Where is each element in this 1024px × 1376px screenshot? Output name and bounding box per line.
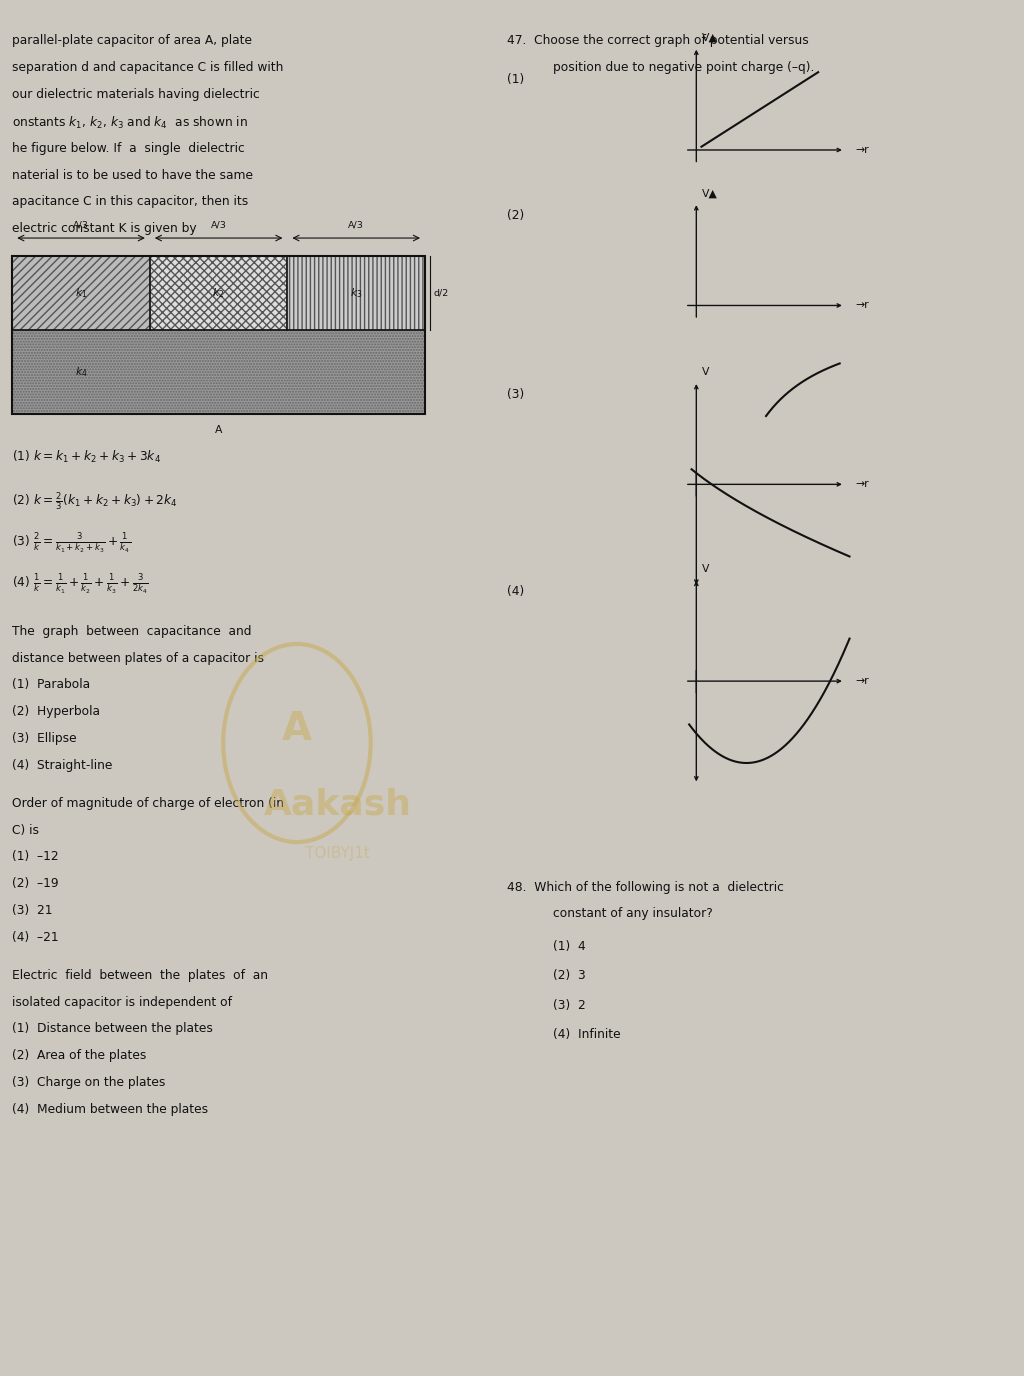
- Text: separation d and capacitance C is filled with: separation d and capacitance C is filled…: [12, 61, 284, 74]
- Text: →r: →r: [855, 300, 868, 311]
- Text: (4)  –21: (4) –21: [12, 930, 59, 944]
- Text: $k_2$: $k_2$: [212, 286, 225, 300]
- Text: $k_1$: $k_1$: [75, 286, 87, 300]
- Text: →r: →r: [855, 479, 868, 490]
- Text: (1) $k = k_1 + k_2 + k_3 + 3k_4$: (1) $k = k_1 + k_2 + k_3 + 3k_4$: [12, 449, 162, 465]
- Text: (3): (3): [507, 388, 524, 400]
- Text: A/3: A/3: [348, 220, 365, 230]
- Text: (3) $\frac{2}{k} = \frac{3}{k_1+k_2+k_3} + \frac{1}{k_4}$: (3) $\frac{2}{k} = \frac{3}{k_1+k_2+k_3}…: [12, 531, 131, 555]
- Polygon shape: [288, 256, 425, 330]
- Text: distance between plates of a capacitor is: distance between plates of a capacitor i…: [12, 651, 264, 665]
- Text: Aakash: Aakash: [264, 788, 412, 821]
- Text: TOIBYJ1t: TOIBYJ1t: [305, 846, 371, 860]
- Text: (4)  Straight-line: (4) Straight-line: [12, 758, 113, 772]
- Text: V: V: [701, 564, 709, 574]
- Text: (2): (2): [507, 209, 524, 222]
- Text: $k_3$: $k_3$: [350, 286, 362, 300]
- Text: (2)  –19: (2) –19: [12, 878, 59, 890]
- Text: naterial is to be used to have the same: naterial is to be used to have the same: [12, 168, 253, 182]
- Text: V: V: [701, 367, 709, 377]
- Text: A: A: [282, 710, 312, 749]
- Text: he figure below. If  a  single  dielectric: he figure below. If a single dielectric: [12, 142, 245, 154]
- Text: (2)  3: (2) 3: [553, 969, 586, 982]
- Text: Electric  field  between  the  plates  of  an: Electric field between the plates of an: [12, 969, 268, 981]
- Text: (1)  4: (1) 4: [553, 940, 586, 952]
- Text: The  graph  between  capacitance  and: The graph between capacitance and: [12, 625, 252, 637]
- Text: (4)  Medium between the plates: (4) Medium between the plates: [12, 1104, 209, 1116]
- Polygon shape: [150, 256, 288, 330]
- Text: (1): (1): [507, 73, 524, 85]
- Text: →r: →r: [855, 144, 868, 155]
- Text: 47.  Choose the correct graph of potential versus: 47. Choose the correct graph of potentia…: [507, 34, 809, 47]
- Text: (4) $\frac{1}{k} = \frac{1}{k_1} + \frac{1}{k_2} + \frac{1}{k_3} + \frac{3}{2k_4: (4) $\frac{1}{k} = \frac{1}{k_1} + \frac…: [12, 572, 148, 596]
- Text: A/3: A/3: [211, 220, 226, 230]
- Text: (1)  Parabola: (1) Parabola: [12, 678, 90, 691]
- Text: position due to negative point charge (–q).: position due to negative point charge (–…: [553, 61, 814, 74]
- Text: onstants $k_1$, $k_2$, $k_3$ and $k_4$  as shown in: onstants $k_1$, $k_2$, $k_3$ and $k_4$ a…: [12, 116, 248, 131]
- Text: (4): (4): [507, 585, 524, 597]
- Text: parallel-plate capacitor of area A, plate: parallel-plate capacitor of area A, plat…: [12, 34, 252, 47]
- Text: (3)  Ellipse: (3) Ellipse: [12, 732, 77, 744]
- Text: (3)  2: (3) 2: [553, 999, 586, 1011]
- Text: isolated capacitor is independent of: isolated capacitor is independent of: [12, 996, 232, 1009]
- Text: our dielectric materials having dielectric: our dielectric materials having dielectr…: [12, 88, 260, 100]
- Text: (3)  Charge on the plates: (3) Charge on the plates: [12, 1076, 166, 1088]
- Text: (2) $k = \frac{2}{3}(k_1 + k_2 + k_3) + 2k_4$: (2) $k = \frac{2}{3}(k_1 + k_2 + k_3) + …: [12, 490, 178, 512]
- Text: (2)  Area of the plates: (2) Area of the plates: [12, 1049, 146, 1062]
- Text: →r: →r: [855, 676, 868, 687]
- Text: apacitance C in this capacitor, then its: apacitance C in this capacitor, then its: [12, 195, 249, 208]
- Text: (2)  Hyperbola: (2) Hyperbola: [12, 705, 100, 718]
- Bar: [12, 256, 425, 414]
- Text: (1)  Distance between the plates: (1) Distance between the plates: [12, 1022, 213, 1035]
- Text: V▲: V▲: [701, 189, 718, 198]
- Text: A/3: A/3: [73, 220, 89, 230]
- Text: $k_4$: $k_4$: [75, 366, 87, 380]
- Text: V▲: V▲: [701, 33, 718, 43]
- Text: Order of magnitude of charge of electron (in: Order of magnitude of charge of electron…: [12, 797, 285, 809]
- Text: 48.  Which of the following is not a  dielectric: 48. Which of the following is not a diel…: [507, 881, 783, 893]
- Text: constant of any insulator?: constant of any insulator?: [553, 908, 713, 921]
- Text: (4)  Infinite: (4) Infinite: [553, 1028, 621, 1042]
- Text: (3)  21: (3) 21: [12, 904, 53, 916]
- Text: (1)  –12: (1) –12: [12, 850, 59, 863]
- Text: A: A: [215, 425, 222, 435]
- Text: electric constant K is given by: electric constant K is given by: [12, 222, 197, 235]
- Polygon shape: [12, 256, 150, 330]
- Text: d/2: d/2: [433, 289, 449, 297]
- Polygon shape: [12, 330, 425, 414]
- Text: C) is: C) is: [12, 823, 39, 837]
